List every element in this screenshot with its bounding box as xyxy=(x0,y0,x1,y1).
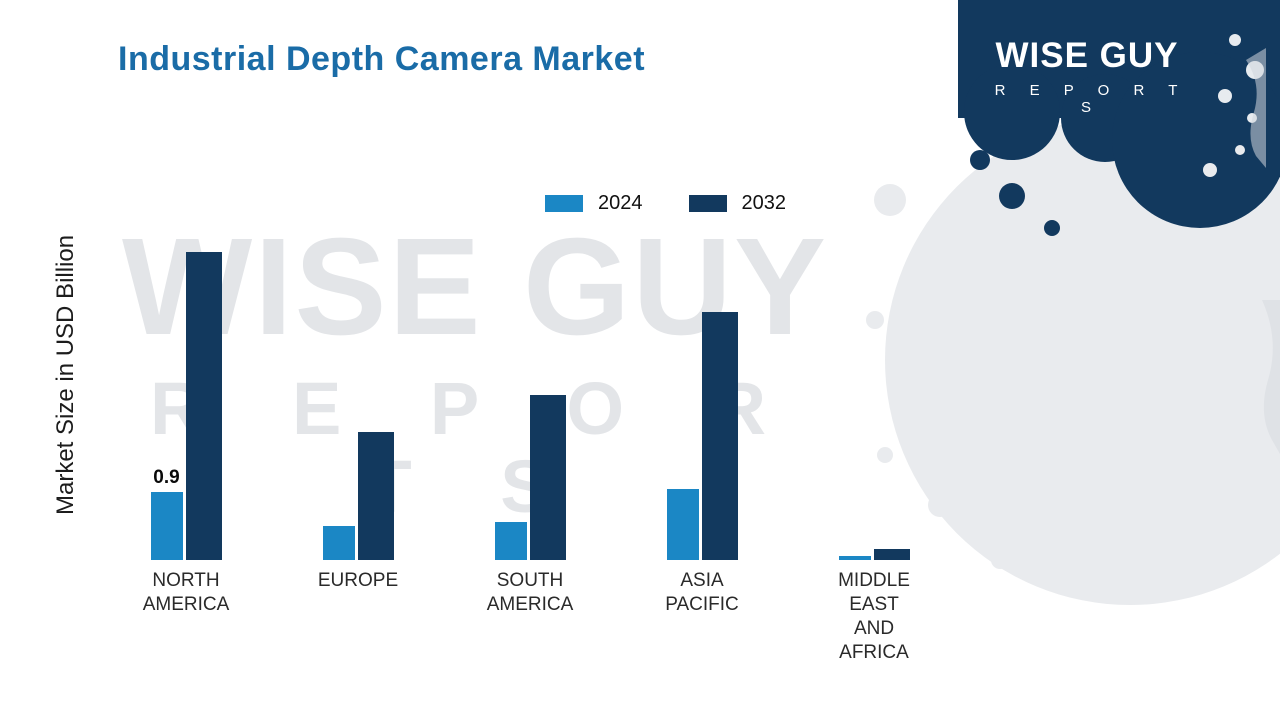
bar-2024-middle-east-and-africa xyxy=(838,556,871,560)
brand-logo-reports: R E P O R T S xyxy=(994,82,1188,116)
bar-wrap xyxy=(185,230,222,560)
bar-group-1: EUROPE xyxy=(272,230,444,591)
bar-wrap xyxy=(873,230,910,560)
bar-wrap: 0.9 xyxy=(150,230,183,560)
bar-wrap xyxy=(838,230,871,560)
page-title: Industrial Depth Camera Market xyxy=(118,40,646,78)
legend: 2024 2032 xyxy=(545,192,786,215)
bar-2024-europe xyxy=(322,526,355,560)
legend-label-2024: 2024 xyxy=(598,192,643,214)
bar-wrap xyxy=(529,230,566,560)
bars xyxy=(494,230,566,560)
bar-2024-asia-pacific xyxy=(666,489,699,560)
category-label-middle-east-and-africa: MIDDLE EAST AND AFRICA xyxy=(838,570,910,663)
legend-item-2024: 2024 xyxy=(545,192,643,215)
category-label-north-america: NORTH AMERICA xyxy=(142,570,230,615)
bar-group-3: ASIA PACIFIC xyxy=(616,230,788,615)
head-silhouette xyxy=(866,115,1280,605)
legend-swatch-2024 xyxy=(545,195,583,212)
category-label-europe: EUROPE xyxy=(317,570,399,591)
watermark: WISE GUY R E P O R T S xyxy=(95,218,855,525)
bar-2032-europe xyxy=(357,432,394,560)
bar-wrap xyxy=(666,230,699,560)
bar-group-2: SOUTH AMERICA xyxy=(444,230,616,615)
logo-panel xyxy=(958,0,1280,236)
bar-2024-south-america xyxy=(494,522,527,560)
bars xyxy=(666,230,738,560)
bar-group-0: 0.9 NORTH AMERICA xyxy=(100,230,272,615)
category-label-south-america: SOUTH AMERICA xyxy=(486,570,574,615)
bar-value-label: 0.9 xyxy=(153,467,180,488)
watermark-reports: R E P O R T S xyxy=(149,367,801,528)
bar-wrap xyxy=(357,230,394,560)
bar-2024-north-america xyxy=(150,492,183,560)
plot-area: 0.9 NORTH AMERICA EUROPE SOUTH AMERICA ASIA PAC… xyxy=(100,230,960,663)
legend-item-2032: 2032 xyxy=(688,192,787,215)
bar-group-4: MIDDLE EAST AND AFRICA xyxy=(788,230,960,663)
bar-2032-north-america xyxy=(185,252,222,560)
bar-2032-south-america xyxy=(529,395,566,560)
bars: 0.9 xyxy=(150,230,222,560)
bar-wrap xyxy=(322,230,355,560)
legend-label-2032: 2032 xyxy=(741,192,787,214)
bar-wrap xyxy=(494,230,527,560)
brand-logo: WISE GUY R E P O R T S xyxy=(982,36,1192,116)
y-axis-label: Market Size in USD Billion xyxy=(52,234,79,516)
bar-wrap xyxy=(701,230,738,560)
legend-swatch-2032 xyxy=(688,195,727,212)
brand-logo-wiseguy: WISE GUY xyxy=(995,36,1179,75)
bar-2032-asia-pacific xyxy=(701,312,738,560)
bars xyxy=(322,230,394,560)
bar-2032-middle-east-and-africa xyxy=(873,549,910,560)
category-label-asia-pacific: ASIA PACIFIC xyxy=(665,570,739,615)
bars xyxy=(838,230,910,560)
